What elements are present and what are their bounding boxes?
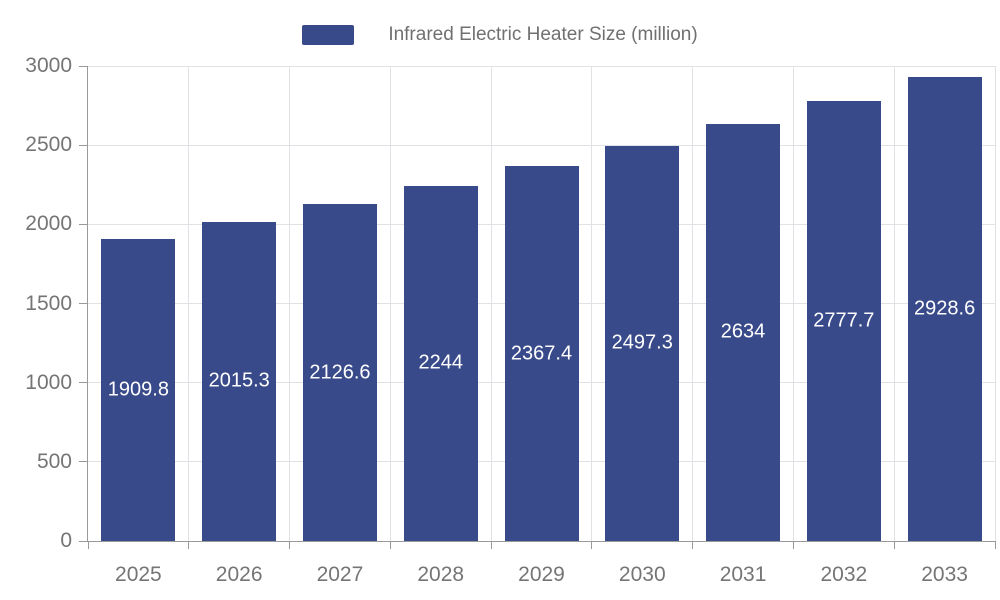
bar-2031[interactable] — [706, 123, 781, 541]
y-axis-tick-label: 2500 — [25, 133, 72, 157]
y-axis-tick — [79, 382, 87, 384]
y-axis-tick-label: 500 — [36, 449, 72, 473]
x-axis-tick-label: 2033 — [921, 563, 968, 586]
bar-2030[interactable] — [605, 145, 680, 541]
legend-swatch — [302, 25, 355, 45]
y-axis-tick-label: 1500 — [25, 291, 72, 315]
gridline-vertical — [188, 66, 190, 541]
legend[interactable]: Infrared Electric Heater Size (million) — [0, 24, 1000, 46]
gridline-vertical — [490, 66, 492, 541]
x-axis-tick — [591, 541, 593, 549]
bar-value-label: 1909.8 — [107, 378, 169, 401]
y-axis-tick — [79, 540, 87, 542]
bar-value-label: 2126.6 — [309, 361, 371, 384]
x-axis-tick-label: 2026 — [215, 563, 263, 586]
x-axis-tick-label: 2028 — [417, 563, 465, 586]
bar-value-label: 2367.4 — [510, 342, 573, 365]
y-axis-tick-label: 3000 — [25, 54, 72, 77]
bar-value-label: 2497.3 — [611, 331, 673, 354]
gridline-vertical — [389, 66, 391, 541]
bar-value-label: 2777.7 — [813, 309, 875, 332]
bar-value-label: 2244 — [418, 351, 463, 374]
y-axis-tick — [79, 223, 87, 225]
bar-2032[interactable] — [806, 101, 881, 541]
legend-label: Infrared Electric Heater Size (million) — [388, 24, 698, 45]
x-axis-tick — [893, 541, 895, 549]
y-axis-tick — [79, 461, 87, 463]
gridline-horizontal — [88, 65, 995, 67]
bar-2029[interactable] — [504, 166, 579, 541]
x-axis-tick — [994, 541, 996, 549]
y-axis-tick — [79, 144, 87, 146]
x-axis-tick-label: 2025 — [115, 563, 162, 586]
x-axis-tick — [87, 541, 89, 549]
gridline-vertical — [994, 66, 996, 541]
x-axis-tick — [490, 541, 492, 549]
gridline-vertical — [692, 66, 694, 541]
x-axis-tick-label: 2029 — [518, 563, 565, 586]
bar-value-label: 2634 — [720, 320, 766, 343]
gridline-vertical — [893, 66, 895, 541]
x-axis-tick-label: 2030 — [618, 563, 666, 586]
y-axis-tick-label: 1000 — [25, 370, 72, 394]
x-axis-tick — [289, 541, 291, 549]
bar-2025[interactable] — [101, 238, 176, 541]
x-axis-tick-label: 2031 — [719, 563, 767, 586]
gridline-vertical — [792, 66, 794, 541]
y-axis-tick-label: 2000 — [25, 212, 72, 236]
bar-value-label: 2015.3 — [208, 369, 270, 392]
gridline-vertical — [289, 66, 291, 541]
bar-2028[interactable] — [403, 185, 478, 541]
gridline-vertical — [591, 66, 593, 541]
y-axis-line — [87, 66, 88, 541]
x-axis-line — [87, 541, 995, 542]
y-axis-tick — [79, 303, 87, 304]
bar-value-label: 2928.6 — [914, 297, 976, 320]
x-axis-tick-label: 2032 — [820, 563, 868, 586]
x-axis-tick — [389, 541, 391, 549]
bar-2027[interactable] — [302, 204, 377, 541]
x-axis-tick-label: 2027 — [316, 563, 364, 586]
plot-area: 0 500 1000 1500 2000 2500 3000 1909.8 2025 2015.3… — [25, 54, 996, 586]
bar-2026[interactable] — [202, 221, 277, 541]
y-axis-tick — [79, 65, 87, 67]
x-axis-tick — [692, 541, 694, 549]
gridline-horizontal — [88, 144, 995, 146]
x-axis-tick — [188, 541, 190, 549]
x-axis-tick — [792, 541, 794, 549]
bar-2033[interactable] — [907, 77, 982, 541]
y-axis-tick-label: 0 — [60, 529, 72, 552]
